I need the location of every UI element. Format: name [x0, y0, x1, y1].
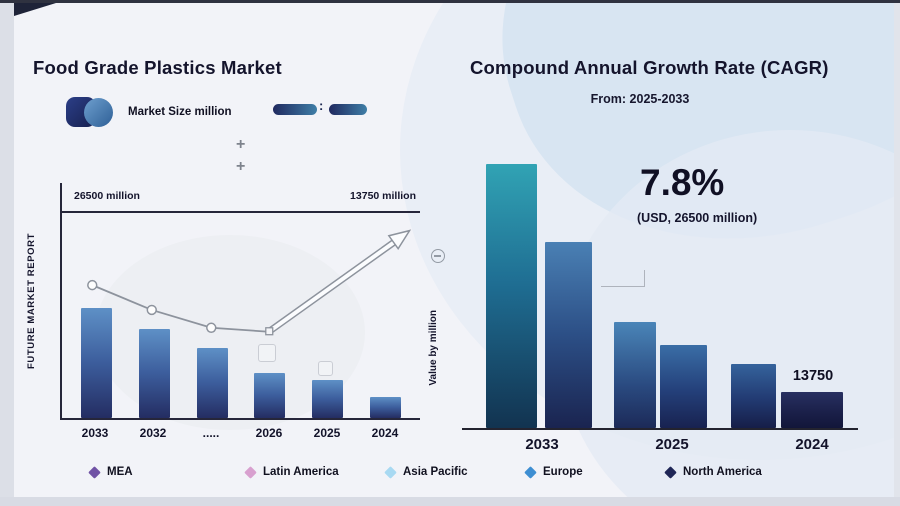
- right-y-axis-label: Value by million: [428, 309, 439, 386]
- bar-2024-secondary: [781, 391, 843, 428]
- legend-label: Europe: [543, 466, 583, 478]
- x-label-mid-years: .....: [202, 426, 220, 440]
- corner-triangle: [14, 3, 56, 16]
- bar-2025: [312, 380, 344, 418]
- legend-label: Latin America: [263, 466, 339, 478]
- top-border-line: [0, 0, 900, 3]
- bar-2025-primary: [614, 322, 656, 428]
- bar-2024-primary: [731, 364, 776, 428]
- diamond-icon: [244, 465, 257, 479]
- bar-2033-secondary: [545, 241, 592, 428]
- legend-pill-right: [329, 104, 367, 115]
- step-line-decor: [601, 270, 645, 287]
- x-label-2033: 2033: [525, 436, 559, 453]
- bottom-edge-band: [0, 497, 900, 506]
- diamond-icon: [664, 465, 677, 479]
- x-label-2024: 2024: [371, 426, 399, 440]
- legend-label: North America: [683, 466, 762, 478]
- bar-annotation-13750: 13750: [792, 368, 834, 384]
- cagr-value: 7.8%: [640, 162, 725, 203]
- left-chart-title: Food Grade Plastics Market: [33, 57, 282, 78]
- cagr-note: (USD, 26500 million): [637, 211, 758, 225]
- left-x-axis-labels: 2033 2032 ..... 2026 2025 2024: [60, 426, 420, 440]
- ghost-square-decor: [258, 344, 276, 362]
- market-size-legend-label: Market Size million: [128, 106, 232, 118]
- legend-label: Asia Pacific: [403, 466, 468, 478]
- left-y-axis-label: FUTURE MARKET REPORT: [26, 233, 37, 370]
- diamond-icon: [384, 465, 397, 479]
- legend-item-europe: Europe: [524, 465, 583, 479]
- x-label-2024: 2024: [795, 436, 829, 453]
- right-chart-title: Compound Annual Growth Rate (CAGR): [470, 57, 829, 78]
- annotation-26500-million: 26500 million: [74, 190, 140, 202]
- plus-decor-icon: +: [236, 136, 246, 153]
- legend-label: MEA: [107, 466, 133, 478]
- legend-item-latin-america: Latin America: [244, 465, 339, 479]
- x-label-2032: 2032: [139, 426, 167, 440]
- chart-top-rule: [62, 211, 420, 213]
- x-label-2033: 2033: [81, 426, 109, 440]
- right-edge-band: [894, 0, 900, 506]
- left-bars: [62, 183, 420, 418]
- x-label-2025: 2025: [655, 436, 689, 453]
- legend-pill-left: [273, 104, 317, 115]
- bar-2025-secondary: [660, 344, 707, 428]
- bar-mid-years: [196, 347, 228, 418]
- right-chart: 13750: [462, 150, 858, 430]
- orb-shape-icon: [84, 98, 113, 127]
- diamond-icon: [88, 465, 101, 479]
- annotation-13750-million: 13750 million: [350, 190, 416, 202]
- bar-2026: [254, 373, 286, 418]
- cagr-period-subtitle: From: 2025-2033: [590, 92, 690, 106]
- legend-item-north-america: North America: [664, 465, 762, 479]
- right-x-axis-labels: 2033 2025 2024: [462, 436, 858, 456]
- bar-2032: [139, 328, 170, 418]
- left-chart: 26500 million 13750 million: [60, 183, 420, 420]
- x-label-2025: 2025: [313, 426, 341, 440]
- legend-item-mea: MEA: [88, 465, 133, 479]
- ghost-square-decor: [318, 361, 333, 376]
- legend-item-asia-pacific: Asia Pacific: [384, 465, 468, 479]
- circle-minus-icon: [431, 249, 445, 263]
- bar-2024: [369, 396, 401, 418]
- plus-decor-icon: +: [236, 158, 246, 175]
- bar-2033: [81, 307, 113, 418]
- bar-2033-primary: [486, 163, 537, 428]
- legend-pill-separator: :: [319, 98, 324, 113]
- market-size-icon: [66, 96, 118, 129]
- left-edge-band: [0, 0, 14, 506]
- x-label-2026: 2026: [255, 426, 283, 440]
- diamond-icon: [524, 465, 537, 479]
